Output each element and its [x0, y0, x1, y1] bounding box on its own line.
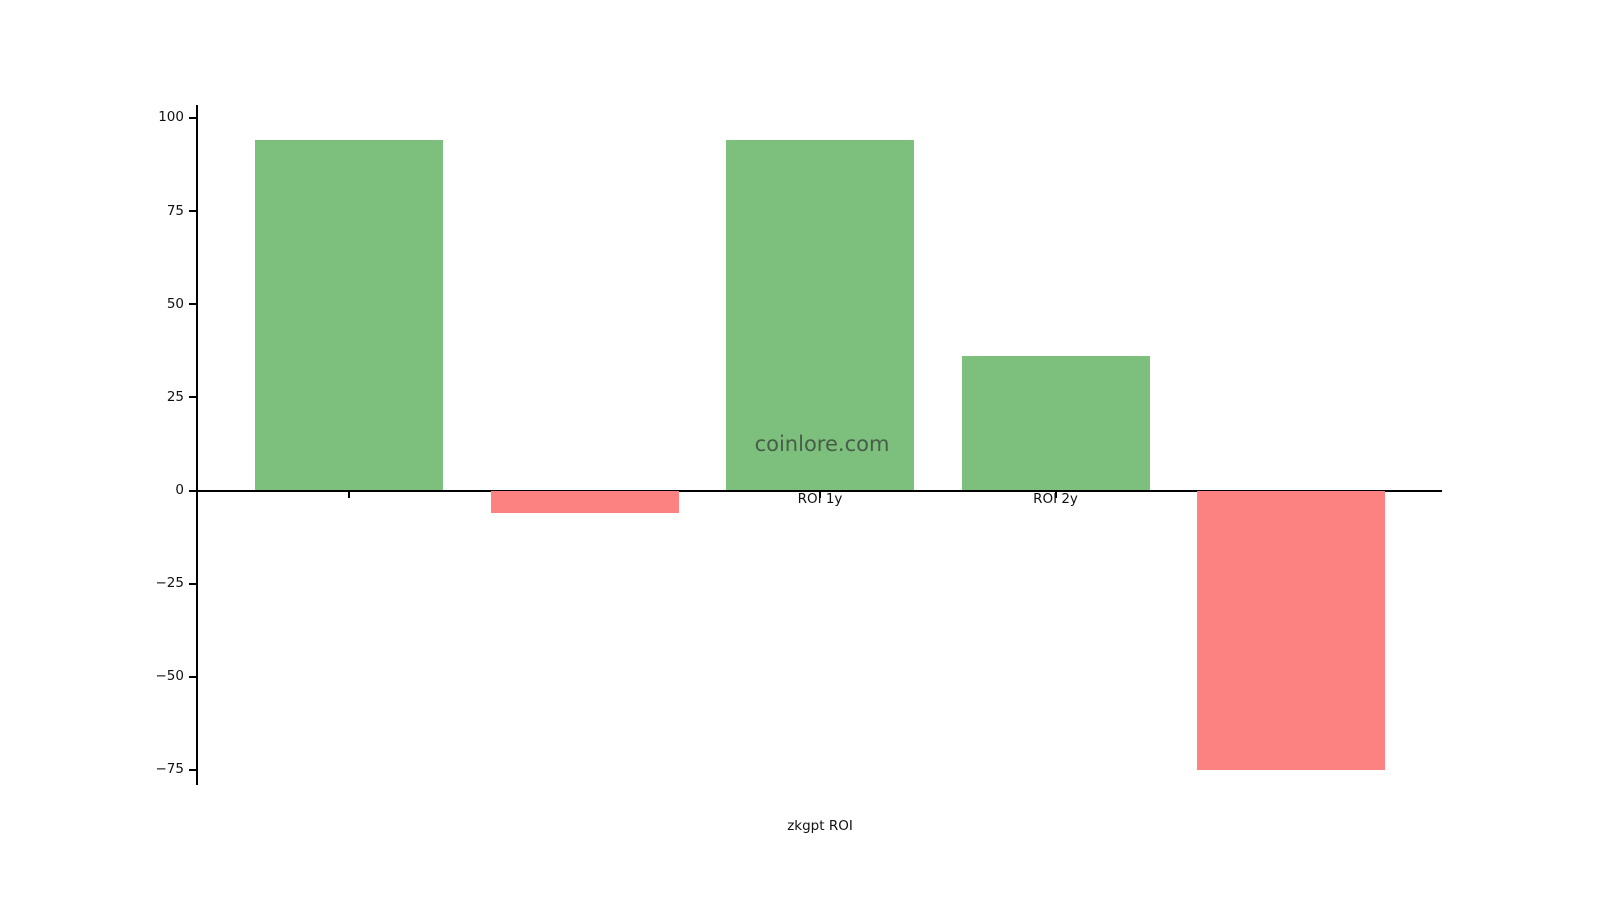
x-axis-zero-line [196, 489, 1442, 492]
bar-1 [255, 140, 443, 491]
y-tick-mark [189, 582, 196, 585]
y-tick-label: −25 [155, 575, 185, 592]
y-axis-spine [196, 105, 198, 785]
y-tick-mark [189, 675, 196, 678]
y-tick-label: −75 [155, 761, 185, 778]
bar-4 [961, 356, 1150, 491]
y-tick-mark [189, 768, 196, 771]
y-tick-label: 100 [158, 109, 184, 126]
x-tick-mark [819, 491, 821, 498]
watermark-text: coinlore.com [754, 432, 890, 456]
bar-2 [490, 491, 679, 514]
x-tick-mark [1054, 491, 1057, 498]
y-tick-label: 50 [166, 295, 184, 312]
y-tick-mark [189, 210, 196, 213]
y-tick-mark [189, 303, 196, 306]
y-tick-mark [189, 116, 196, 119]
bar-5 [1197, 491, 1385, 771]
bar-3 [726, 140, 914, 491]
x-tick-label: ROI 2y [1033, 490, 1078, 507]
y-tick-mark [189, 396, 196, 399]
x-tick-label: ROI 1y [797, 490, 843, 507]
y-tick-label: −50 [155, 668, 185, 685]
x-tick-mark [348, 491, 350, 498]
y-tick-mark [189, 489, 196, 492]
y-tick-label: 75 [166, 202, 184, 219]
x-axis-title: zkgpt ROI [787, 818, 853, 834]
y-tick-label: 0 [175, 482, 184, 498]
y-tick-label: 25 [166, 388, 184, 405]
